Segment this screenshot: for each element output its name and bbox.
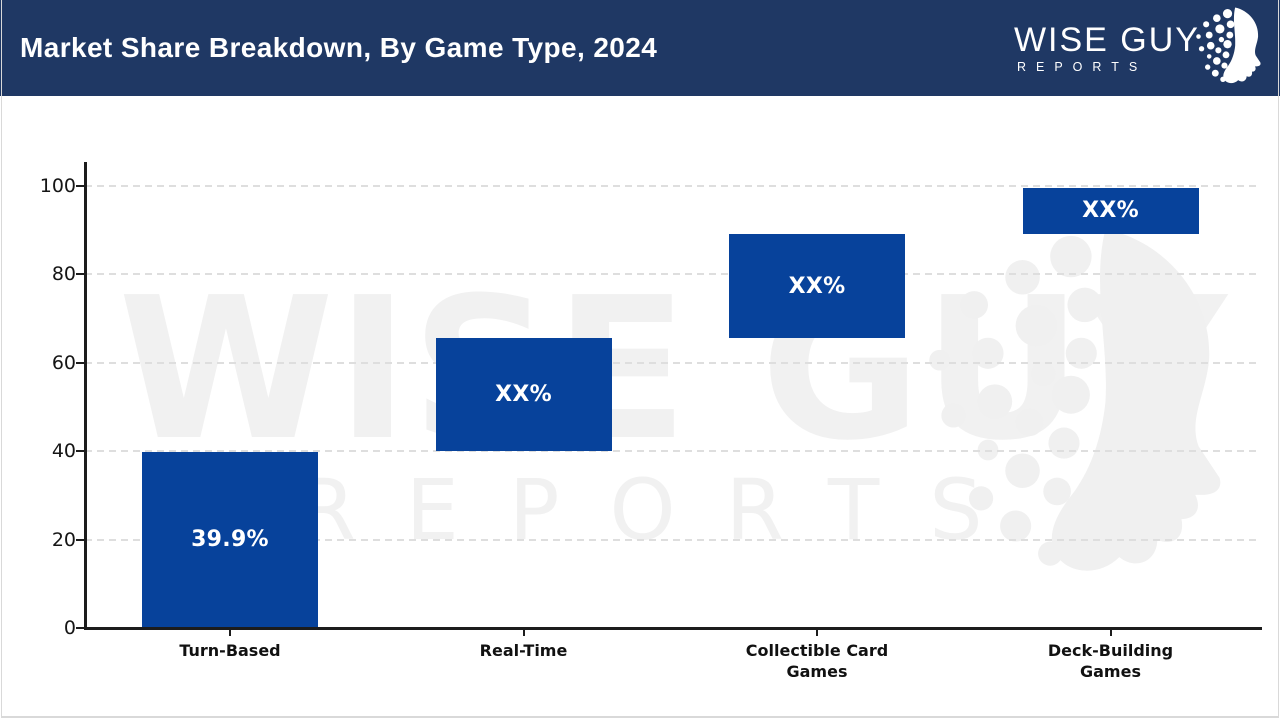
y-tick-label-40: 40 [51,440,76,463]
logo-wordmark: WISE GUY REPORTS [1014,23,1200,74]
gridline-80 [85,273,1258,276]
bar-deck-building-games: XX% [1022,187,1199,235]
y-tick-mark-60 [76,361,84,364]
header-band: Market Share Breakdown, By Game Type, 20… [0,0,1280,96]
bar-value-label: XX% [495,382,552,408]
y-tick-label-0: 0 [63,617,76,639]
y-tick-mark-40 [76,450,84,453]
bar-collectible-card-games: XX% [729,234,905,339]
wiseguy-logo: WISE GUY REPORTS [1014,6,1266,90]
y-tick-mark-20 [76,538,84,541]
x-category-label: Deck-Building Games [1047,641,1174,681]
x-category-label: Collectible Card Games [745,641,889,681]
logo-wordmark-line1: WISE GUY [1013,20,1200,59]
x-category-label: Turn-Based [179,641,281,660]
y-tick-mark-0 [76,627,84,629]
logo-head-icon [1196,7,1261,84]
bar-value-label: XX% [1082,198,1139,224]
gridline-40 [85,450,1258,453]
bar-value-label: XX% [788,273,846,299]
gridline-100 [85,185,1258,187]
y-tick-label-60: 60 [51,351,76,374]
y-tick-mark-100 [76,185,84,187]
x-category-label: Real-Time [479,641,568,660]
y-tick-label-20: 20 [51,528,76,551]
x-tick-mark [816,628,818,636]
x-tick-mark [1109,628,1112,636]
watermark-text-line2: REPORTS [297,461,1033,559]
y-axis-line [84,162,87,630]
gridline-60 [85,361,1258,364]
x-axis-line [84,627,1262,630]
watermark-head-icon [929,228,1221,571]
bar-real-time: XX% [435,338,612,452]
x-tick-mark [229,628,231,636]
gridline-20 [85,538,1258,541]
logo-wordmark-line2: REPORTS [1016,59,1148,74]
bar-turn-based: 39.9% [142,451,318,628]
x-tick-mark [522,628,525,636]
chart-title: Market Share Breakdown, By Game Type, 20… [20,32,658,63]
y-tick-label-80: 80 [51,263,76,286]
bar-value-label: 39.9% [191,527,269,553]
y-tick-mark-80 [76,273,84,276]
y-tick-label-100: 100 [39,175,76,197]
